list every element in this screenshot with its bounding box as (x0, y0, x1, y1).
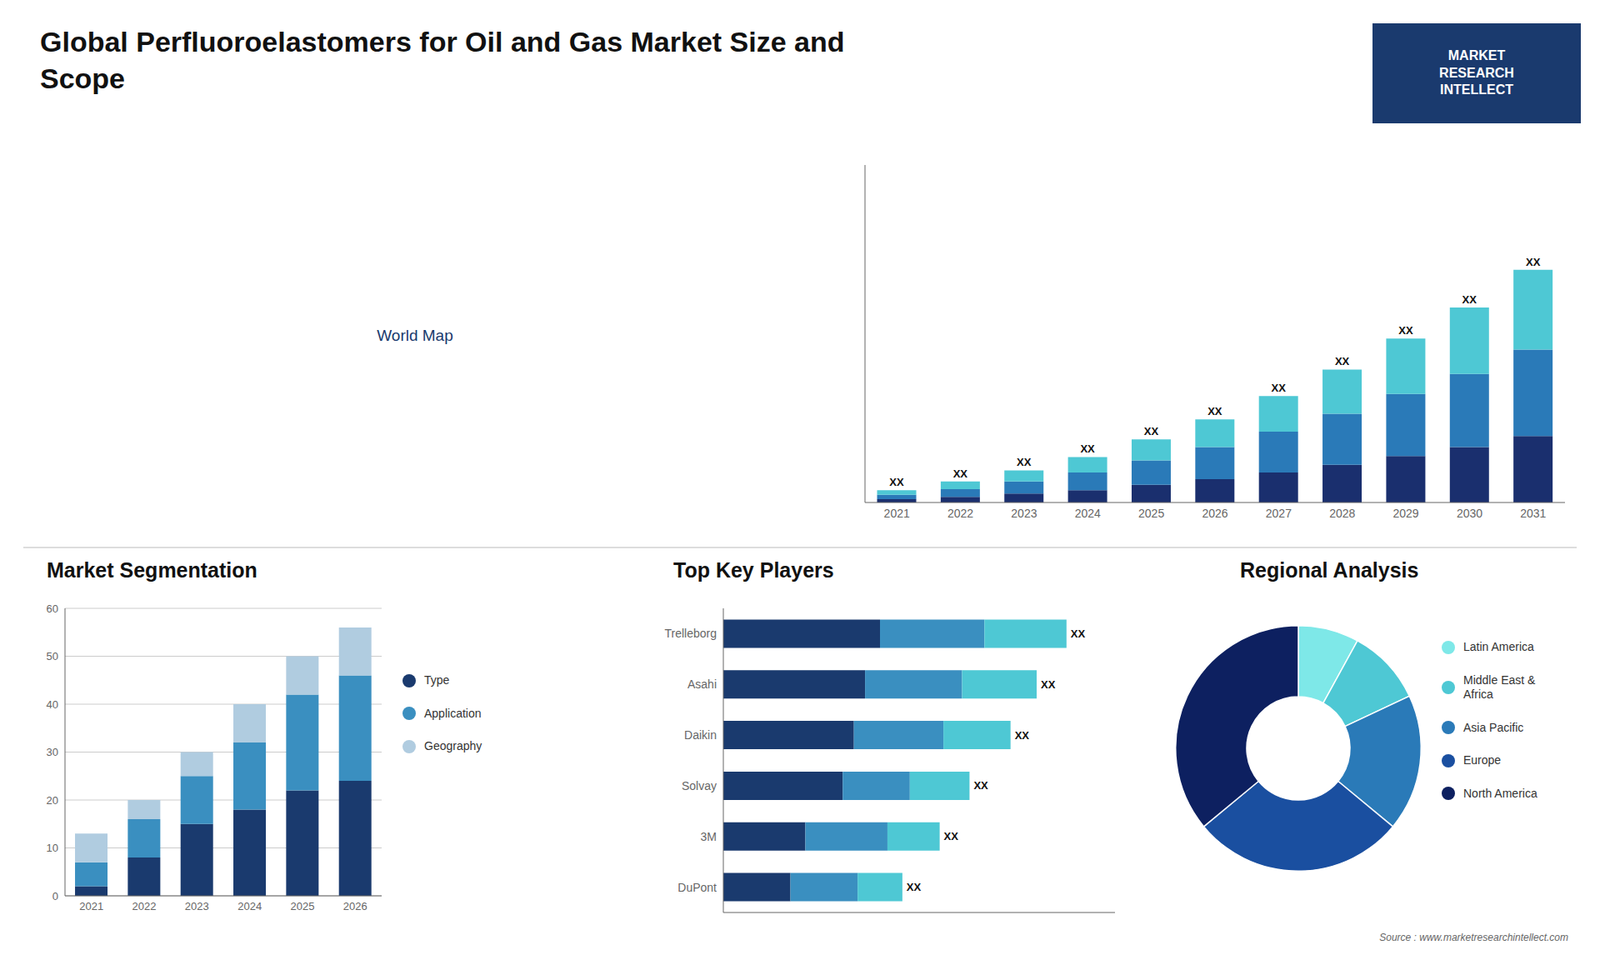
svg-text:Daikin: Daikin (684, 728, 717, 742)
svg-text:2023: 2023 (1010, 506, 1037, 520)
svg-text:2024: 2024 (237, 900, 262, 913)
svg-text:2024: 2024 (1075, 506, 1101, 520)
html-text:Latin America: Latin America (1463, 640, 1534, 654)
svg-text:XX: XX (1271, 381, 1287, 395)
svg-text:2028: 2028 (1329, 506, 1355, 520)
svg-text:2022: 2022 (132, 900, 157, 913)
svg-text:DuPont: DuPont (677, 880, 717, 895)
svg-text:2026: 2026 (1201, 506, 1228, 520)
svg-text:XX: XX (1070, 627, 1086, 640)
html-text:Asia Pacific: Asia Pacific (1463, 720, 1524, 734)
svg-text:2022: 2022 (947, 506, 974, 520)
html-text:Type: Type (424, 673, 450, 687)
html-text:Top Key Players: Top Key Players (673, 558, 834, 582)
html-text:Middle East & Africa: Middle East & Africa (1463, 672, 1536, 701)
svg-text:XX: XX (1080, 442, 1095, 455)
svg-text:2030: 2030 (1456, 506, 1483, 520)
svg-text:2025: 2025 (1138, 506, 1165, 520)
html-text:Source : www.marketresearchint: Source : www.marketresearchintellect.com (1379, 931, 1569, 944)
svg-text:2021: 2021 (79, 900, 104, 913)
svg-text:2027: 2027 (1265, 506, 1292, 520)
svg-text:Solvay: Solvay (681, 779, 717, 793)
svg-text:2021: 2021 (884, 506, 910, 520)
html-text:Market Segmentation: Market Segmentation (46, 558, 258, 582)
svg-text:XX: XX (906, 880, 922, 894)
svg-text:XX: XX (1144, 425, 1160, 438)
svg-text:2026: 2026 (343, 900, 368, 913)
svg-text:XX: XX (944, 830, 960, 843)
svg-text:XX: XX (1462, 293, 1478, 306)
svg-text:XX: XX (1016, 455, 1032, 469)
svg-text:XX: XX (973, 779, 989, 792)
svg-text:XX: XX (1040, 678, 1056, 691)
svg-text:0: 0 (52, 890, 59, 903)
svg-text:XX: XX (1398, 324, 1414, 337)
svg-text:30: 30 (46, 745, 59, 759)
svg-text:XX: XX (953, 467, 969, 480)
svg-text:3M: 3M (700, 830, 717, 844)
svg-text:XX: XX (1207, 405, 1223, 418)
html-text:MARKET RESEARCH INTELLECT: MARKET RESEARCH INTELLECT (1439, 48, 1515, 97)
html-text:Regional Analysis: Regional Analysis (1240, 558, 1419, 582)
html-text:Europe: Europe (1463, 753, 1501, 767)
svg-text:XX: XX (1525, 255, 1541, 269)
svg-text:20: 20 (46, 794, 59, 807)
svg-text:40: 40 (46, 698, 59, 711)
svg-text:XX: XX (1335, 355, 1350, 368)
svg-text:2029: 2029 (1393, 506, 1420, 520)
svg-text:XX: XX (889, 475, 905, 489)
svg-text:10: 10 (46, 841, 59, 855)
html-text:North America: North America (1463, 786, 1538, 800)
html-text:World Map: World Map (376, 326, 454, 345)
svg-text:2031: 2031 (1520, 506, 1546, 520)
html-text:Geography: Geography (424, 739, 482, 753)
svg-text:Trelleborg: Trelleborg (664, 626, 717, 640)
html-text:Global Perfluoroelastomers for: Global Perfluoroelastomers for Oil and G… (40, 25, 845, 95)
svg-text:XX: XX (1015, 729, 1030, 742)
svg-text:60: 60 (46, 602, 59, 615)
svg-text:2025: 2025 (290, 900, 315, 913)
html-text:Application: Application (424, 706, 482, 720)
svg-text:Asahi: Asahi (687, 677, 717, 691)
svg-text:2023: 2023 (185, 900, 210, 913)
svg-text:50: 50 (46, 650, 59, 663)
